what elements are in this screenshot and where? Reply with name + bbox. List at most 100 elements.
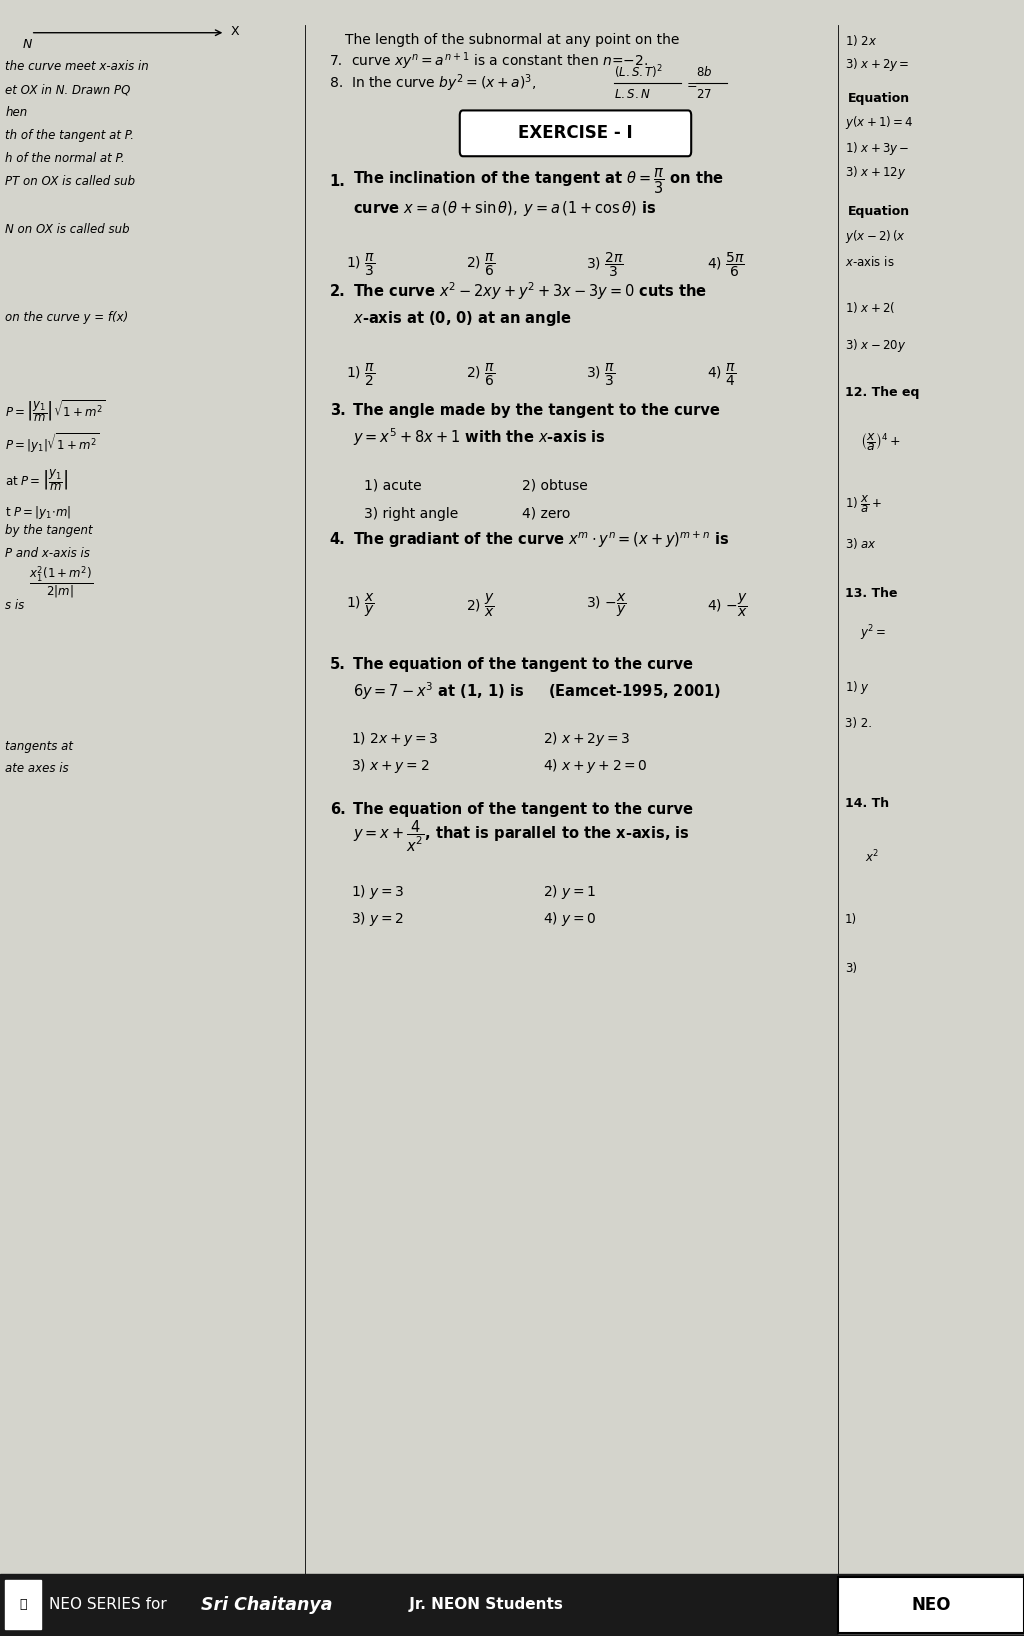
Text: 1) $x+3y-$: 1) $x+3y-$ (845, 141, 909, 157)
Text: $x$-axis at (0, 0) at an angle: $x$-axis at (0, 0) at an angle (353, 309, 572, 327)
Text: 13. The: 13. The (845, 587, 897, 600)
Text: at $P=\left|\dfrac{y_1}{m}\right|$: at $P=\left|\dfrac{y_1}{m}\right|$ (5, 468, 69, 494)
Text: 3) 2.: 3) 2. (845, 717, 871, 730)
Text: 3.: 3. (330, 402, 345, 419)
Text: $\left(\dfrac{x}{a}\right)^4+$: $\left(\dfrac{x}{a}\right)^4+$ (860, 430, 901, 453)
Text: by the tangent: by the tangent (5, 524, 93, 537)
Text: $P=\left|\dfrac{y_1}{m}\right|\sqrt{1+m^2}$: $P=\left|\dfrac{y_1}{m}\right|\sqrt{1+m^… (5, 398, 105, 424)
Text: Jr. NEON Students: Jr. NEON Students (404, 1597, 563, 1613)
Text: 4.: 4. (330, 532, 345, 548)
Text: $y^2=$: $y^2=$ (860, 623, 887, 643)
Text: $y=x^5+8x+1$ with the $x$-axis is: $y=x^5+8x+1$ with the $x$-axis is (353, 427, 606, 448)
Text: 3) $ax$: 3) $ax$ (845, 535, 877, 551)
Text: $x$-axis is: $x$-axis is (845, 255, 894, 268)
Text: 2) $\dfrac{\pi}{6}$: 2) $\dfrac{\pi}{6}$ (466, 252, 496, 278)
Text: t $P=|y_1{\cdot}m|$: t $P=|y_1{\cdot}m|$ (5, 504, 71, 520)
Text: The length of the subnormal at any point on the: The length of the subnormal at any point… (345, 33, 679, 47)
Text: NEO SERIES for: NEO SERIES for (49, 1597, 172, 1613)
Text: 4) $x+y+2=0$: 4) $x+y+2=0$ (543, 756, 647, 775)
Text: ate axes is: ate axes is (5, 762, 69, 775)
Text: $x^2$: $x^2$ (865, 849, 880, 865)
Text: 3) $x-20y$: 3) $x-20y$ (845, 337, 906, 353)
Text: 1) $\dfrac{\pi}{3}$: 1) $\dfrac{\pi}{3}$ (346, 252, 376, 278)
Text: X: X (230, 26, 239, 38)
Text: 6.: 6. (330, 802, 345, 818)
Text: $\dfrac{x_1^2(1+m^2)}{2|m|}$: $\dfrac{x_1^2(1+m^2)}{2|m|}$ (29, 564, 93, 600)
Text: 3) $\dfrac{\pi}{3}$: 3) $\dfrac{\pi}{3}$ (586, 362, 615, 388)
Text: s is: s is (5, 599, 25, 612)
Text: $(L.S.T)^2$: $(L.S.T)^2$ (614, 64, 664, 80)
Text: 7.: 7. (330, 54, 343, 69)
Text: The gradiant of the curve $x^m\cdot y^n=(x+y)^{m+n}$ is: The gradiant of the curve $x^m\cdot y^n=… (353, 530, 730, 550)
Text: PT on OX is called sub: PT on OX is called sub (5, 175, 135, 188)
Text: Equation: Equation (848, 93, 910, 105)
Text: Equation: Equation (848, 204, 910, 218)
Text: 2) $\dfrac{y}{x}$: 2) $\dfrac{y}{x}$ (466, 592, 495, 618)
Text: on the curve y = f(x): on the curve y = f(x) (5, 311, 128, 324)
Text: tangents at: tangents at (5, 739, 73, 753)
Text: $y=x+\dfrac{4}{x^2}$, that is parallel to the x-axis, is: $y=x+\dfrac{4}{x^2}$, that is parallel t… (353, 820, 690, 854)
Bar (0, 1574, 1024, 1636)
Text: 2) $x+2y=3$: 2) $x+2y=3$ (543, 730, 631, 749)
Text: $y(x-2)\,(x$: $y(x-2)\,(x$ (845, 227, 905, 245)
Text: The equation of the tangent to the curve: The equation of the tangent to the curve (353, 656, 693, 672)
Text: curve $x=a\,(\theta+\sin\theta),\;y=a\,(1+\cos\theta)$ is: curve $x=a\,(\theta+\sin\theta),\;y=a\,(… (353, 200, 656, 218)
Text: 1) $\dfrac{\pi}{2}$: 1) $\dfrac{\pi}{2}$ (346, 362, 376, 388)
Text: 4) $y=0$: 4) $y=0$ (543, 910, 596, 929)
Text: 1) $2x+y=3$: 1) $2x+y=3$ (351, 730, 439, 749)
Text: In the curve $by^2=(x+a)^3$,: In the curve $by^2=(x+a)^3$, (351, 72, 537, 95)
Text: The inclination of the tangent at $\theta = \dfrac{\pi}{3}$ on the: The inclination of the tangent at $\thet… (353, 167, 724, 196)
Text: $=$: $=$ (684, 77, 697, 90)
Text: 3) $x+2y=$: 3) $x+2y=$ (845, 56, 909, 74)
Text: hen: hen (5, 106, 28, 119)
Text: 3) $y=2$: 3) $y=2$ (351, 910, 404, 929)
Text: 1) $\dfrac{x}{y}$: 1) $\dfrac{x}{y}$ (346, 592, 375, 618)
Bar (5, 1580, 41, 1629)
Text: 2) $y=1$: 2) $y=1$ (543, 882, 596, 901)
Text: 4) $\dfrac{\pi}{4}$: 4) $\dfrac{\pi}{4}$ (707, 362, 736, 388)
Text: $8b$: $8b$ (696, 65, 713, 79)
Text: $6y=7-x^3$ at (1, 1) is     (Eamcet-1995, 2001): $6y=7-x^3$ at (1, 1) is (Eamcet-1995, 20… (353, 681, 721, 702)
Bar (838, 1577, 1024, 1633)
Text: 3) $\dfrac{2\pi}{3}$: 3) $\dfrac{2\pi}{3}$ (586, 250, 624, 280)
Text: 12. The eq: 12. The eq (845, 386, 920, 399)
Text: 4) zero: 4) zero (522, 507, 570, 520)
Text: 🏅: 🏅 (19, 1598, 27, 1611)
Text: 3) $-\dfrac{x}{y}$: 3) $-\dfrac{x}{y}$ (586, 592, 627, 618)
Text: 1) $2x$: 1) $2x$ (845, 33, 878, 47)
Text: NEO: NEO (911, 1595, 950, 1615)
Text: The equation of the tangent to the curve: The equation of the tangent to the curve (353, 802, 693, 818)
Text: 1) $x+2($: 1) $x+2($ (845, 299, 895, 316)
Text: $27$: $27$ (696, 88, 713, 101)
Text: 3) $x+y=2$: 3) $x+y=2$ (351, 756, 430, 775)
Bar (838, 1577, 1024, 1633)
Text: N: N (23, 38, 32, 51)
Text: 1.: 1. (330, 173, 346, 190)
Text: 1) $\dfrac{x}{a}+$: 1) $\dfrac{x}{a}+$ (845, 492, 883, 515)
Text: 2) $\dfrac{\pi}{6}$: 2) $\dfrac{\pi}{6}$ (466, 362, 496, 388)
Text: 3): 3) (845, 962, 857, 975)
Text: et OX in N. Drawn PQ: et OX in N. Drawn PQ (5, 83, 130, 97)
Text: 3) $x+12y$: 3) $x+12y$ (845, 164, 906, 182)
Text: 2) obtuse: 2) obtuse (522, 479, 588, 492)
Text: 4) $-\dfrac{y}{x}$: 4) $-\dfrac{y}{x}$ (707, 592, 748, 618)
Text: 4) $\dfrac{5\pi}{6}$: 4) $\dfrac{5\pi}{6}$ (707, 250, 744, 280)
FancyBboxPatch shape (460, 111, 691, 157)
Text: 1): 1) (845, 913, 857, 926)
Text: curve $xy^n = a^{n+1}$ is a constant then $n$=−2.: curve $xy^n = a^{n+1}$ is a constant the… (351, 51, 648, 72)
Text: th of the tangent at P.: th of the tangent at P. (5, 129, 134, 142)
Text: $y(x+1)=4$: $y(x+1)=4$ (845, 115, 913, 131)
Text: 1) acute: 1) acute (364, 479, 421, 492)
Text: 1) $y$: 1) $y$ (845, 679, 869, 695)
Text: $P=|y_1|\sqrt{1+m^2}$: $P=|y_1|\sqrt{1+m^2}$ (5, 432, 99, 455)
Text: 3) right angle: 3) right angle (364, 507, 458, 520)
Text: The angle made by the tangent to the curve: The angle made by the tangent to the cur… (353, 402, 720, 419)
Text: The curve $x^2-2xy+y^2+3x-3y=0$ cuts the: The curve $x^2-2xy+y^2+3x-3y=0$ cuts the (353, 280, 708, 303)
Text: 8.: 8. (330, 77, 343, 90)
Text: EXERCISE - I: EXERCISE - I (518, 124, 633, 142)
Text: 5.: 5. (330, 656, 346, 672)
Text: 1) $y=3$: 1) $y=3$ (351, 882, 404, 901)
Text: $L.S.N$: $L.S.N$ (614, 88, 651, 101)
Text: P and x-axis is: P and x-axis is (5, 548, 90, 560)
Text: the curve meet x-axis in: the curve meet x-axis in (5, 61, 148, 72)
